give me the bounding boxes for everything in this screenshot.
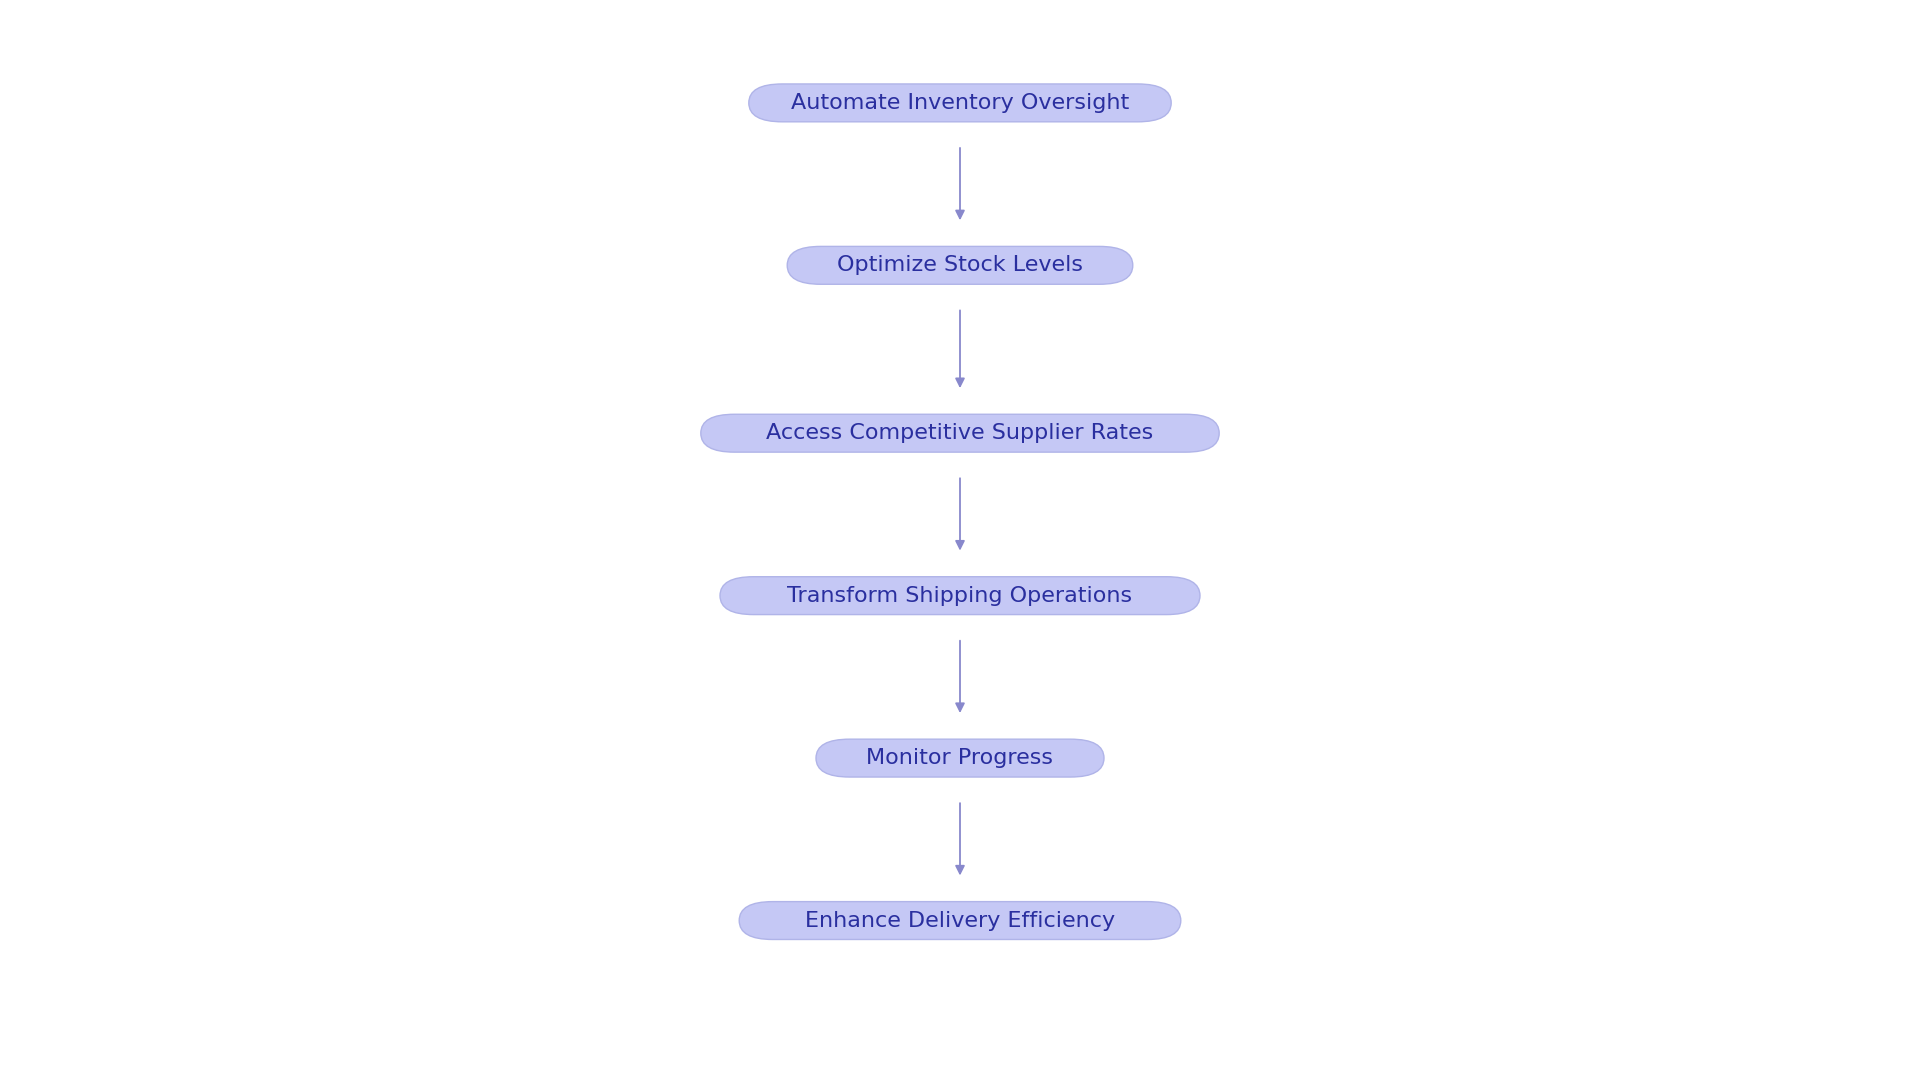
Text: Access Competitive Supplier Rates: Access Competitive Supplier Rates: [766, 423, 1154, 443]
FancyBboxPatch shape: [816, 740, 1104, 777]
Text: Optimize Stock Levels: Optimize Stock Levels: [837, 256, 1083, 275]
Text: Transform Shipping Operations: Transform Shipping Operations: [787, 586, 1133, 605]
Text: Monitor Progress: Monitor Progress: [866, 748, 1054, 768]
FancyBboxPatch shape: [787, 247, 1133, 284]
FancyBboxPatch shape: [701, 415, 1219, 452]
Text: Enhance Delivery Efficiency: Enhance Delivery Efficiency: [804, 911, 1116, 930]
FancyBboxPatch shape: [720, 577, 1200, 614]
FancyBboxPatch shape: [749, 84, 1171, 121]
FancyBboxPatch shape: [739, 902, 1181, 939]
Text: Automate Inventory Oversight: Automate Inventory Oversight: [791, 93, 1129, 113]
